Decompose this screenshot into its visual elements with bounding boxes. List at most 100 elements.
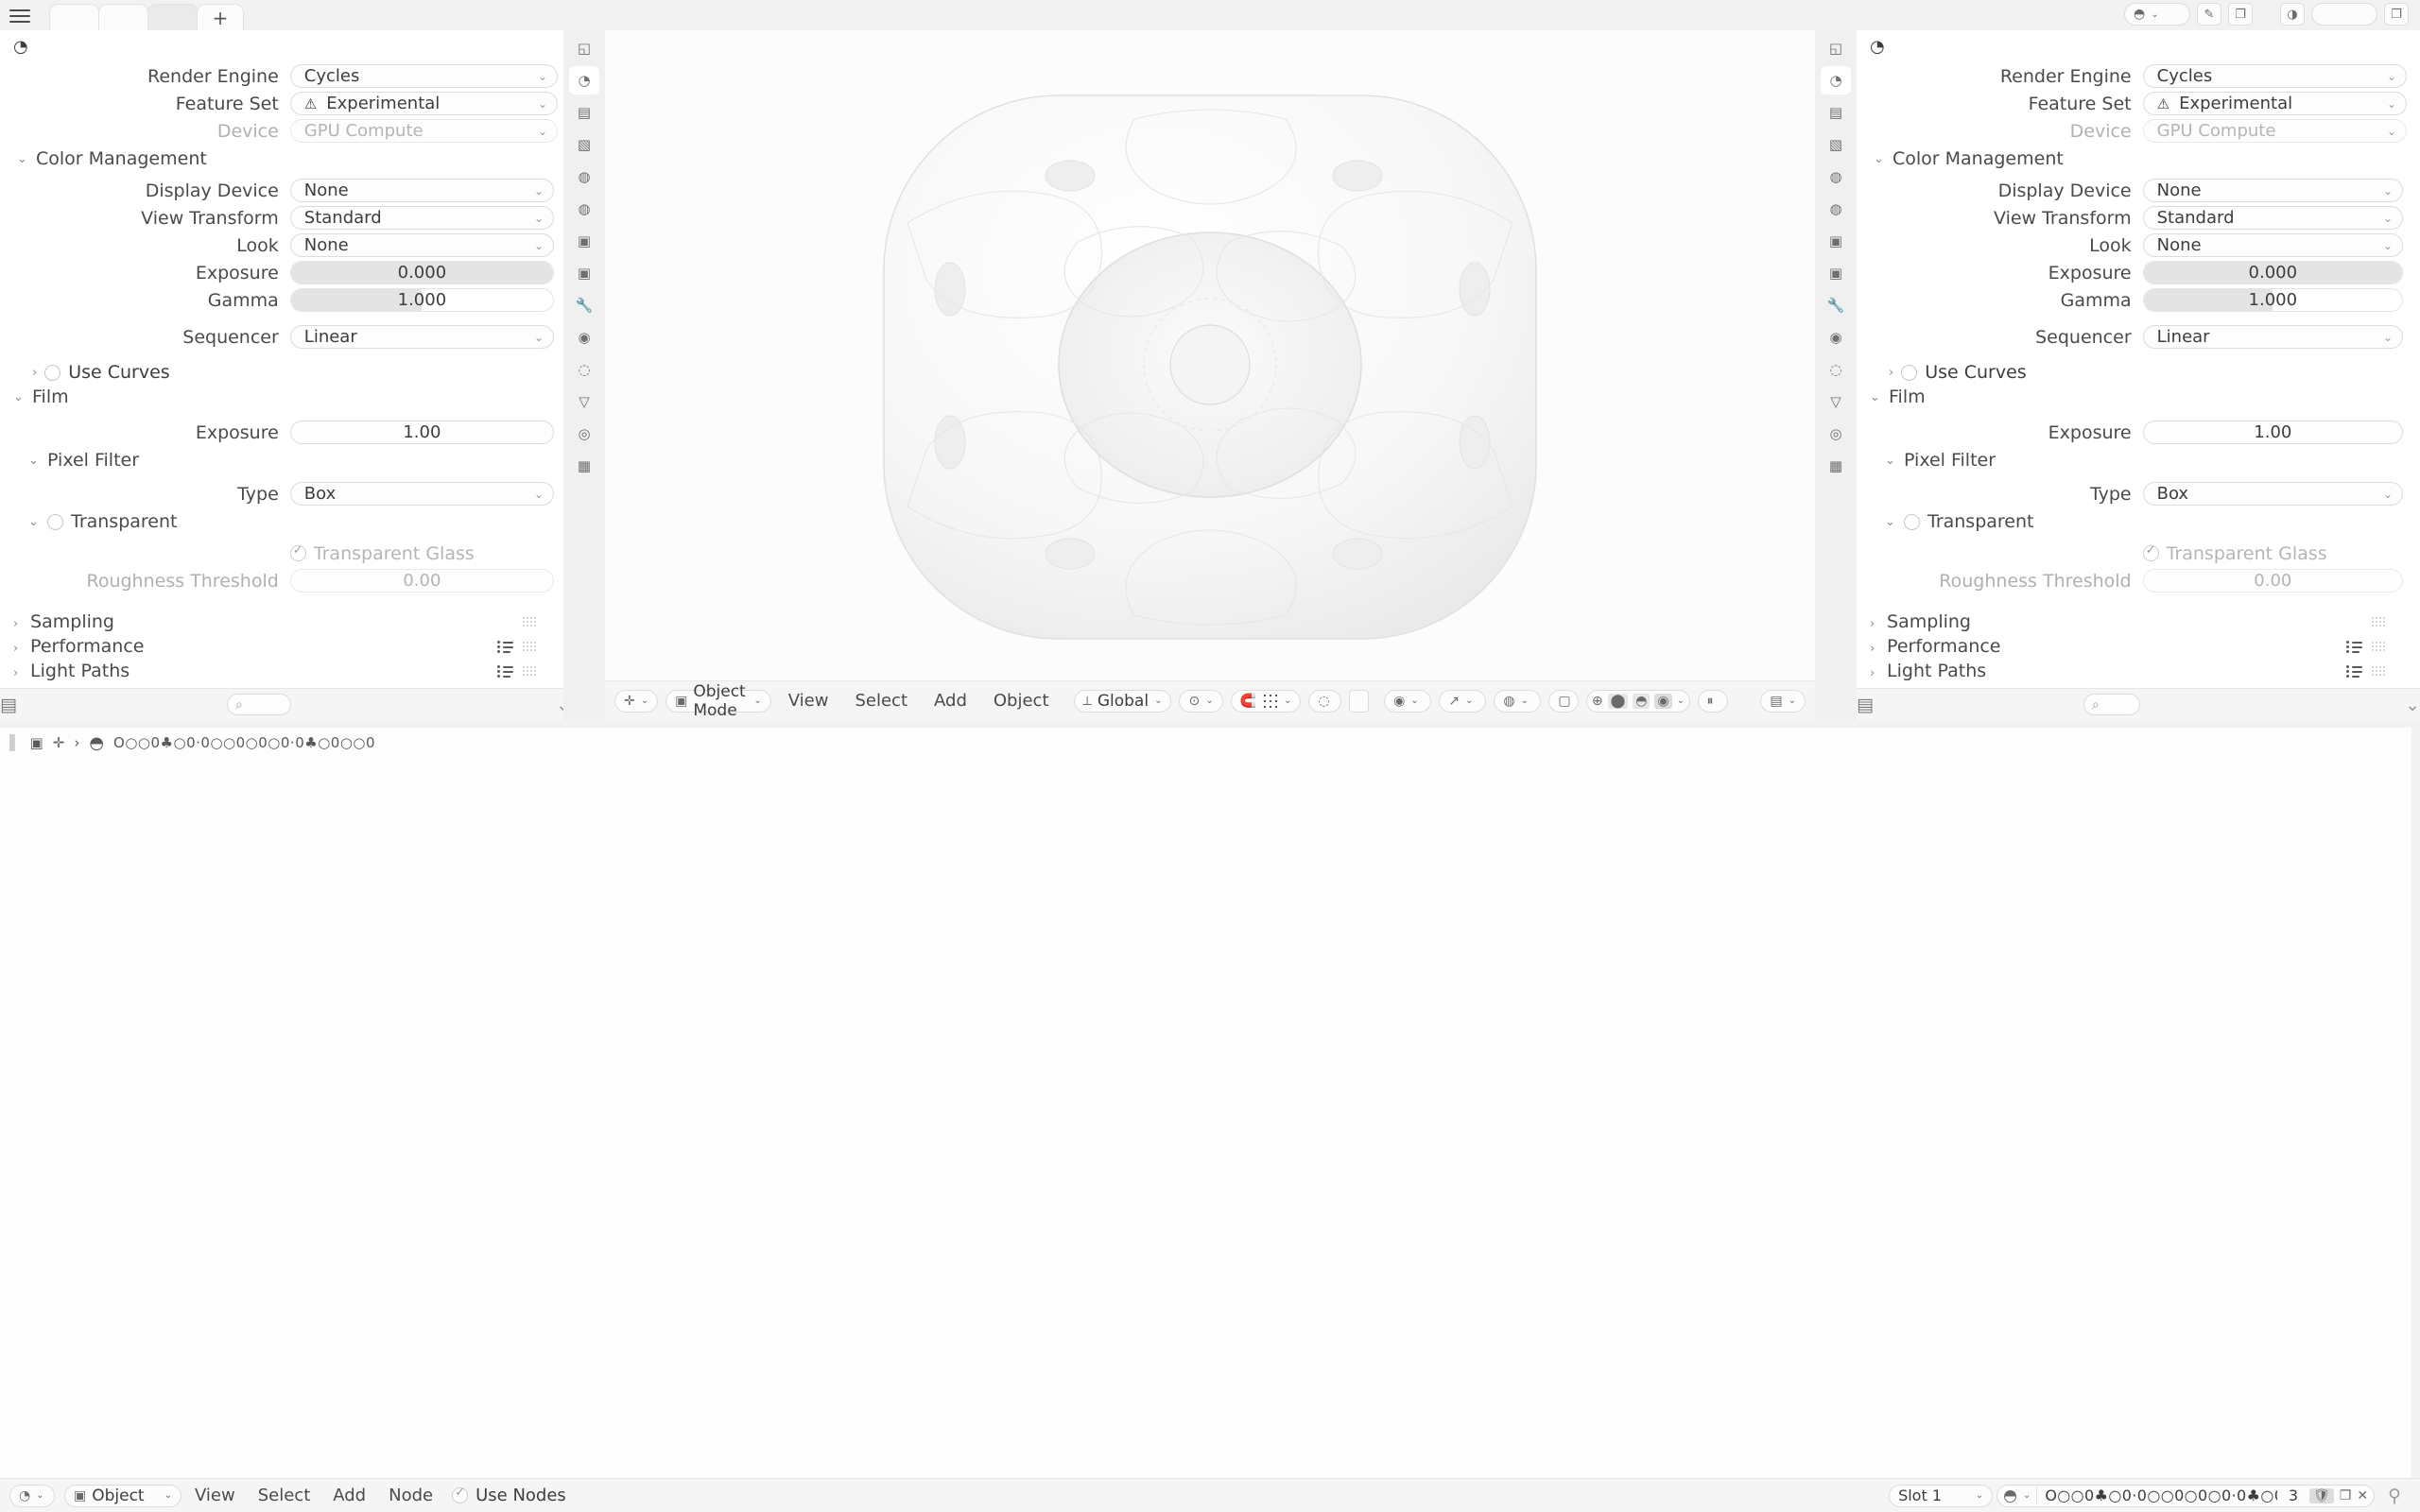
node-menu-node[interactable]: Node	[389, 1486, 434, 1505]
use-curves-row-right[interactable]: › Use Curves	[1857, 360, 2407, 385]
node-menu-select[interactable]: Select	[257, 1486, 311, 1505]
use-curves-checkbox-right[interactable]	[1901, 364, 1918, 381]
viewport-menu-add[interactable]: Add	[934, 691, 967, 711]
light-paths-section[interactable]: › Light Paths	[0, 659, 558, 683]
unlink-icon[interactable]: ✕	[2357, 1487, 2369, 1503]
pivot-point-icon[interactable]: ⊙ ⌄	[1179, 689, 1223, 713]
film-exposure-field-right[interactable]: 1.00	[2142, 421, 2403, 444]
tab-particles[interactable]: ◉	[578, 329, 591, 346]
viewport-options-icon[interactable]: ▤ ⌄	[1760, 689, 1806, 713]
new-scene-icon[interactable]: ✎	[2197, 3, 2221, 26]
overlays-icon[interactable]: ◍ ⌄	[1494, 689, 1542, 713]
tab-view-layer[interactable]: ▧	[577, 136, 592, 153]
shading-rendered-icon[interactable]: ◉	[1654, 693, 1672, 709]
hamburger-icon[interactable]	[9, 6, 30, 23]
proportional-edit-icon[interactable]: ◌	[1308, 689, 1341, 713]
film-section-right[interactable]: ⌄ Film	[1857, 385, 2407, 409]
use-nodes-checkbox[interactable]	[452, 1486, 469, 1503]
performance-section[interactable]: › Performance	[0, 634, 558, 659]
tab-object-right[interactable]: ▣	[1828, 265, 1843, 282]
snap-magnet-icon[interactable]: 🧲 ⌄	[1230, 689, 1302, 713]
add-workspace-button[interactable]: +	[197, 4, 244, 30]
object-mode-selector[interactable]: ▣ Object Mode ⌄	[666, 682, 771, 720]
transparent-glass-checkbox-right[interactable]	[2142, 543, 2159, 561]
view-layer-selector[interactable]	[2311, 3, 2377, 26]
use-curves-row[interactable]: › Use Curves	[0, 360, 558, 385]
transparent-checkbox-right[interactable]	[1904, 513, 1920, 530]
filter-type-dropdown[interactable]: Box ⌄	[289, 482, 554, 506]
tab-physics[interactable]: ◌	[578, 361, 591, 378]
look-dropdown[interactable]: None ⌄	[289, 233, 554, 257]
properties-editor-type-icon-right[interactable]: ▤	[1857, 694, 1874, 715]
properties-search-input-right[interactable]: ⌕	[2083, 694, 2141, 715]
viewport-menu-select[interactable]: Select	[855, 691, 908, 711]
tab-collection-right[interactable]: ▣	[1828, 232, 1843, 249]
tab-collection[interactable]: ▣	[577, 232, 592, 249]
fake-user-icon[interactable]: 🛡	[2309, 1487, 2334, 1503]
material-user-count[interactable]: 3	[2288, 1486, 2298, 1504]
editor-type-3dview-icon[interactable]: ✛ ⌄	[614, 689, 659, 713]
tab-object[interactable]: ▣	[577, 265, 592, 282]
film-exposure-field[interactable]: 1.00	[289, 421, 554, 444]
tab-output-right[interactable]: ▤	[1828, 104, 1843, 121]
material-name-field[interactable]: O○○0♣○0·0○○0○0○0·0♣○0○○0	[2036, 1486, 2277, 1504]
tab-constraints-right[interactable]: ▽	[1830, 393, 1841, 410]
new-material-icon[interactable]: ❐	[2339, 1487, 2352, 1503]
pixel-filter-section-right[interactable]: ⌄ Pixel Filter	[1857, 448, 2407, 472]
shading-wireframe-icon[interactable]: ⊕	[1591, 693, 1603, 709]
use-nodes-toggle[interactable]: Use Nodes	[452, 1486, 566, 1505]
light-paths-section-right[interactable]: › Light Paths	[1857, 659, 2407, 683]
tab-constraints[interactable]: ▽	[579, 393, 590, 410]
exposure-slider-right[interactable]: 0.000	[2142, 261, 2403, 284]
properties-editor-type-icon[interactable]: ▤	[0, 694, 17, 715]
material-datablock-selector[interactable]: ◓ ⌄ O○○0♣○0·0○○0○0○0·0♣○0○○0 3 🛡 ❐ ✕	[1996, 1484, 2376, 1507]
viewport-canvas[interactable]	[605, 30, 1815, 680]
tab-physics-right[interactable]: ◌	[1829, 361, 1842, 378]
performance-section-right[interactable]: › Performance	[1857, 634, 2407, 659]
color-management-section-right[interactable]: ⌄ Color Management	[1857, 146, 2407, 171]
device-dropdown-right[interactable]: GPU Compute ⌄	[2142, 119, 2407, 143]
transparent-glass-checkbox[interactable]	[289, 543, 306, 561]
roughness-threshold-field[interactable]: 0.00	[289, 569, 554, 593]
new-view-layer-icon[interactable]: ❐	[2384, 3, 2409, 26]
tab-tool-right[interactable]: ◱	[1828, 40, 1843, 57]
device-dropdown[interactable]: GPU Compute ⌄	[289, 119, 558, 143]
filter-type-dropdown-right[interactable]: Box ⌄	[2142, 482, 2403, 506]
tab-render[interactable]: ◔	[569, 66, 599, 94]
sampling-section-right[interactable]: › Sampling	[1857, 610, 2407, 634]
sampling-section[interactable]: › Sampling	[0, 610, 558, 634]
tab-world[interactable]: ◍	[578, 200, 591, 217]
transparent-checkbox[interactable]	[47, 513, 63, 530]
shader-type-selector[interactable]: ▣ Object ⌄	[64, 1484, 182, 1507]
node-menu-view[interactable]: View	[195, 1486, 235, 1505]
tab-view-layer-right[interactable]: ▧	[1828, 136, 1843, 153]
tab-modifier[interactable]: 🔧	[575, 297, 594, 314]
visibility-icon[interactable]: ◉ ⌄	[1384, 689, 1432, 713]
node-editor-scrollbar[interactable]	[2411, 728, 2420, 1478]
color-management-section[interactable]: ⌄ Color Management	[0, 146, 558, 171]
transform-orientation-selector[interactable]: ⟂ Global ⌄	[1073, 689, 1172, 713]
tab-material[interactable]: ▦	[577, 457, 592, 474]
transparent-section[interactable]: ⌄ Transparent	[0, 509, 558, 534]
look-dropdown-right[interactable]: None ⌄	[2142, 233, 2403, 257]
properties-filter-icon-right[interactable]: ⌄	[2405, 694, 2420, 715]
view-transform-dropdown[interactable]: Standard ⌄	[289, 206, 554, 230]
tab-particles-right[interactable]: ◉	[1829, 329, 1842, 346]
viewport-menu-view[interactable]: View	[787, 691, 829, 711]
tab-data-right[interactable]: ◎	[1829, 425, 1842, 442]
shading-solid-icon[interactable]: ⬤	[1607, 693, 1629, 709]
gamma-slider-right[interactable]: 1.000	[2142, 288, 2403, 312]
transparent-section-right[interactable]: ⌄ Transparent	[1857, 509, 2407, 534]
pixel-filter-section[interactable]: ⌄ Pixel Filter	[0, 448, 558, 472]
workspace-tab-1[interactable]	[49, 4, 99, 30]
film-section[interactable]: ⌄ Film	[0, 385, 558, 409]
proportional-falloff-icon[interactable]	[1348, 689, 1370, 713]
tab-data[interactable]: ◎	[578, 425, 591, 442]
tab-material-right[interactable]: ▦	[1828, 457, 1843, 474]
tab-tool[interactable]: ◱	[577, 40, 592, 57]
roughness-threshold-field-right[interactable]: 0.00	[2142, 569, 2403, 593]
gamma-slider[interactable]: 1.000	[289, 288, 554, 312]
view-transform-dropdown-right[interactable]: Standard ⌄	[2142, 206, 2403, 230]
feature-set-dropdown-right[interactable]: ⚠ Experimental ⌄	[2142, 92, 2407, 115]
display-device-dropdown[interactable]: None ⌄	[289, 179, 554, 202]
